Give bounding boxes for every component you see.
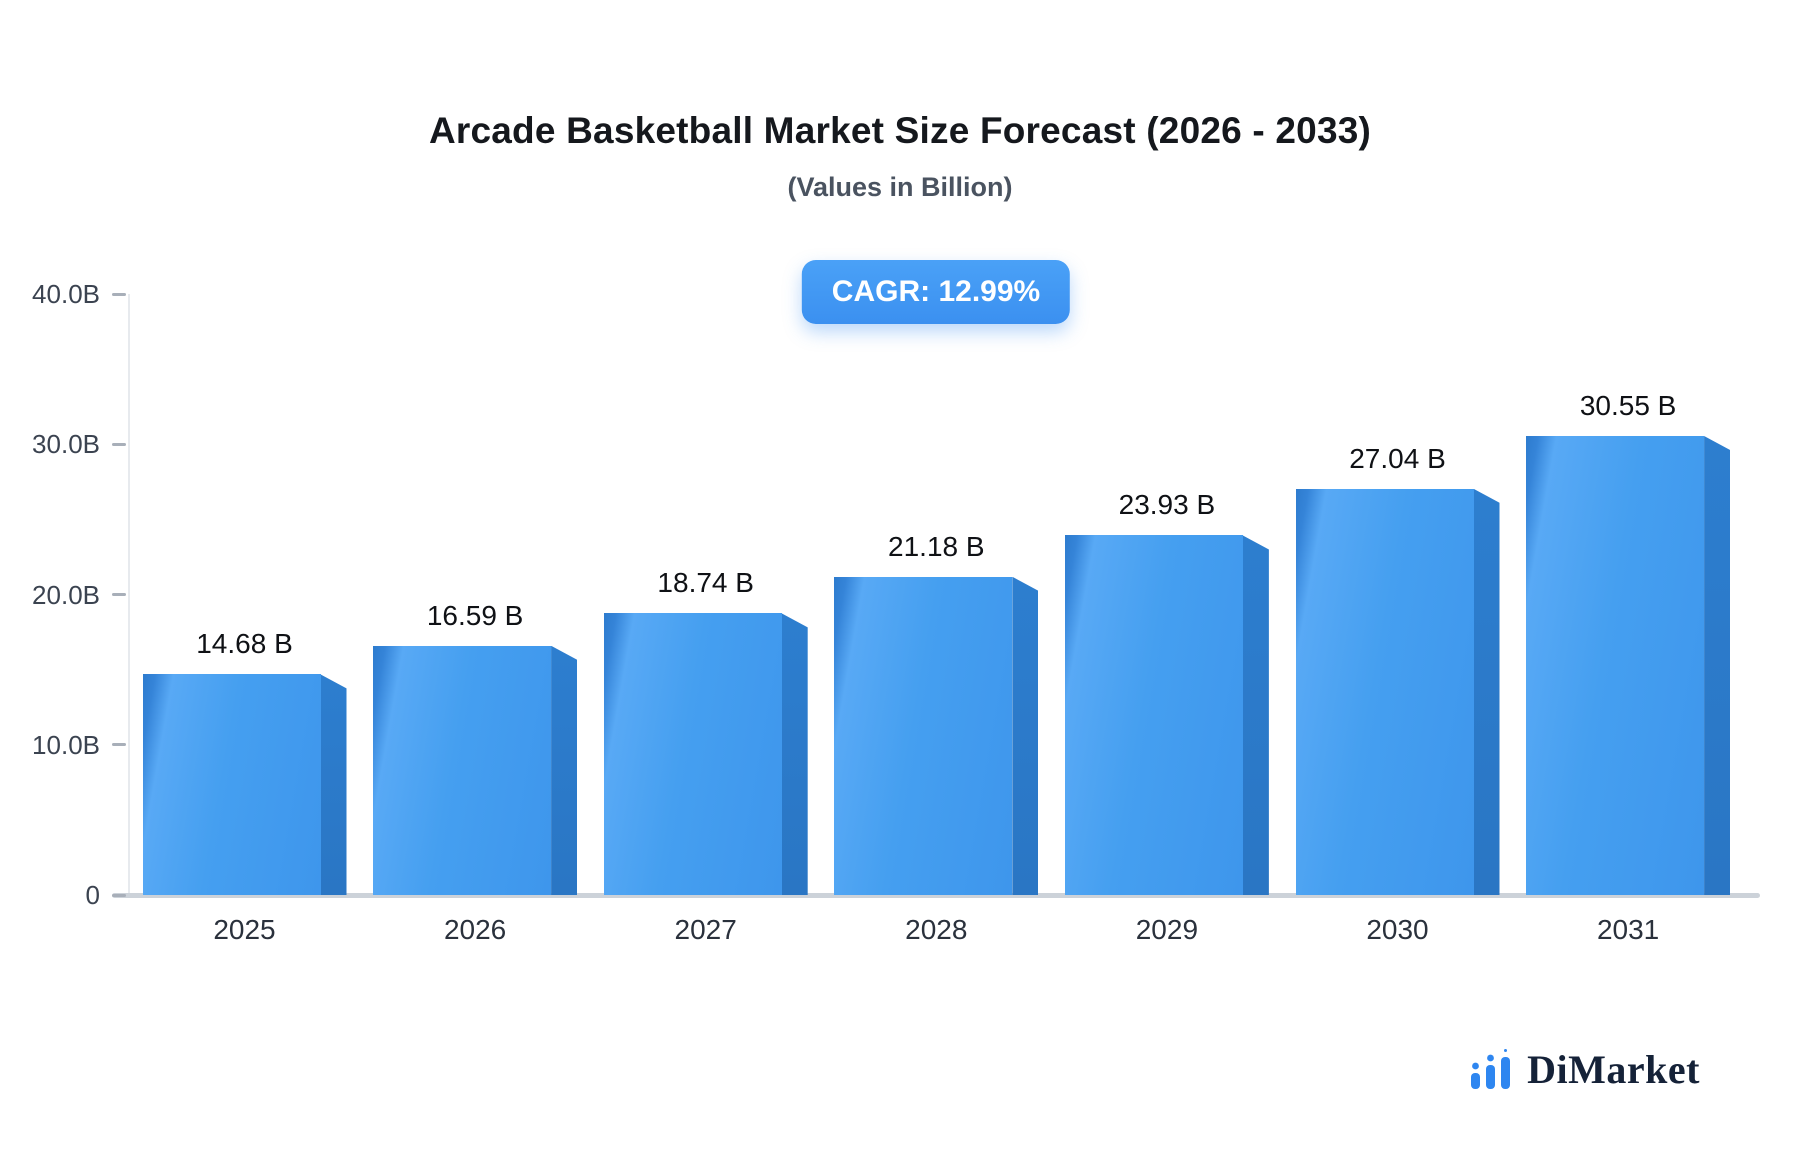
bar-face (1295, 488, 1474, 895)
bar-side (551, 645, 578, 895)
x-axis-label: 2025 (213, 914, 276, 945)
y-axis-tick (112, 893, 126, 897)
x-axis-label: 2026 (443, 914, 507, 945)
bar-face (373, 645, 552, 895)
dimarket-logo-text: DiMarket (1527, 1047, 1700, 1092)
y-axis-tick-label: 40.0B (32, 279, 100, 309)
bar (1526, 435, 1731, 895)
y-axis-tick (112, 442, 126, 446)
bar-chart-icon (1471, 1048, 1511, 1089)
bar-side (1704, 435, 1731, 895)
bar-face (1526, 435, 1705, 895)
y-axis-tick-label: 0 (85, 880, 100, 910)
x-axis-label: 2028 (905, 914, 968, 945)
dimarket-logo: DiMarket (1468, 1046, 1700, 1093)
y-axis-tick (112, 292, 126, 296)
x-axis-baseline (112, 893, 1760, 898)
bar (1295, 488, 1500, 895)
y-axis-tick-label: 20.0B (32, 579, 100, 610)
cagr-badge-label: CAGR: 12.99% (831, 275, 1041, 308)
bar-value-label: 18.74 B (657, 567, 754, 599)
bar-side (781, 613, 808, 895)
bar-value-label: 21.18 B (888, 530, 985, 562)
bar-value-label: 30.55 B (1579, 389, 1677, 421)
y-axis-tick-label: 30.0B (32, 429, 100, 460)
cagr-badge: CAGR: 12.99% (801, 260, 1071, 324)
bar-side (1473, 488, 1500, 895)
bar-side (320, 674, 347, 895)
chart-title: Arcade Basketball Market Size Forecast (… (428, 110, 1372, 151)
bar-value-label: 14.68 B (196, 628, 293, 660)
y-axis-tick-label: 10.0B (32, 729, 100, 760)
bar (373, 645, 578, 895)
bar (603, 613, 808, 895)
bar (142, 674, 347, 895)
bar-face (603, 613, 782, 895)
bar-value-label: 27.04 B (1349, 442, 1446, 474)
bar-face (1064, 535, 1243, 895)
y-axis-tick (112, 743, 126, 747)
x-axis-label: 2030 (1366, 914, 1429, 945)
bar-value-label: 16.59 B (426, 599, 524, 631)
y-axis-line (128, 294, 130, 895)
bar-side (1242, 535, 1269, 895)
bar (1064, 535, 1269, 895)
x-axis-label: 2027 (674, 914, 737, 945)
bar-side (1012, 576, 1039, 895)
chart-subtitle: (Values in Billion) (787, 172, 1013, 202)
bar-value-label: 23.93 B (1118, 489, 1216, 521)
x-axis-label: 2031 (1596, 914, 1660, 945)
bar-face (834, 576, 1013, 895)
y-axis-tick (112, 593, 126, 596)
bar (834, 576, 1039, 895)
bar-face (142, 674, 321, 895)
x-axis-label: 2029 (1135, 914, 1199, 945)
